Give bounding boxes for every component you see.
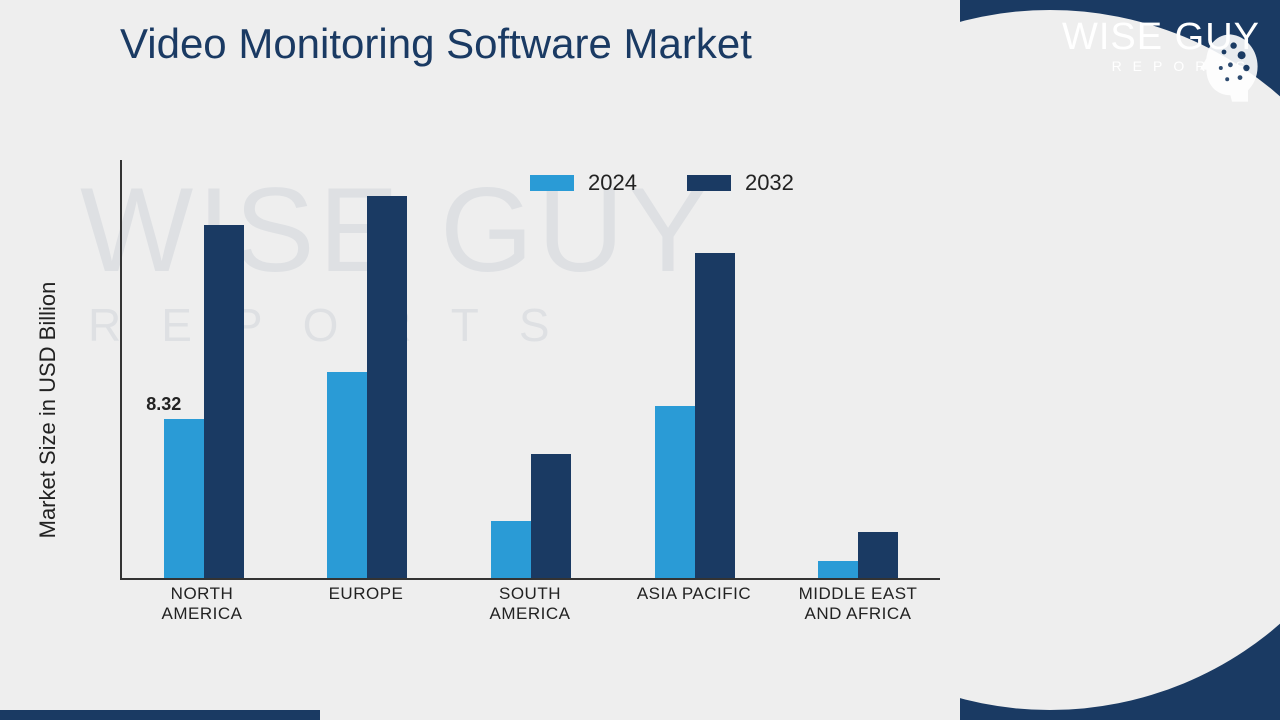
x-axis-label: SOUTH AMERICA	[465, 584, 595, 625]
brand-head-icon	[1184, 28, 1264, 108]
bar-group	[793, 160, 923, 578]
brand-logo: WISE GUY REPORTS	[980, 18, 1260, 74]
bar	[367, 196, 407, 578]
bar	[491, 521, 531, 578]
bar-group	[302, 160, 432, 578]
x-axis-label: MIDDLE EAST AND AFRICA	[793, 584, 923, 625]
bar-group: 8.32	[139, 160, 269, 578]
bar-groups: 8.32	[122, 160, 940, 578]
x-axis-labels: NORTH AMERICA EUROPE SOUTH AMERICA ASIA PAC…	[120, 584, 940, 625]
y-axis-label: Market Size in USD Billion	[35, 282, 61, 539]
bar-group	[466, 160, 596, 578]
x-axis-label: EUROPE	[301, 584, 431, 625]
chart-area: Market Size in USD Billion 8.32 NORTH AM…	[60, 160, 960, 660]
x-axis-label: NORTH AMERICA	[137, 584, 267, 625]
bar	[204, 225, 244, 578]
bar	[655, 406, 695, 578]
bottom-accent-bar	[0, 710, 320, 720]
bar	[327, 372, 367, 578]
bar	[531, 454, 571, 578]
bar	[164, 419, 204, 578]
bar-value-label: 8.32	[146, 394, 181, 415]
chart-title: Video Monitoring Software Market	[120, 20, 752, 68]
right-panel	[960, 0, 1280, 720]
x-axis-label: ASIA PACIFIC	[629, 584, 759, 625]
plot-area: 8.32	[120, 160, 940, 580]
bar-group	[630, 160, 760, 578]
chart-canvas: WISE GUY REPORTS WISE GUY REPORTS Video …	[0, 0, 1280, 720]
bar	[818, 561, 858, 578]
bar	[695, 253, 735, 578]
bar	[858, 532, 898, 578]
